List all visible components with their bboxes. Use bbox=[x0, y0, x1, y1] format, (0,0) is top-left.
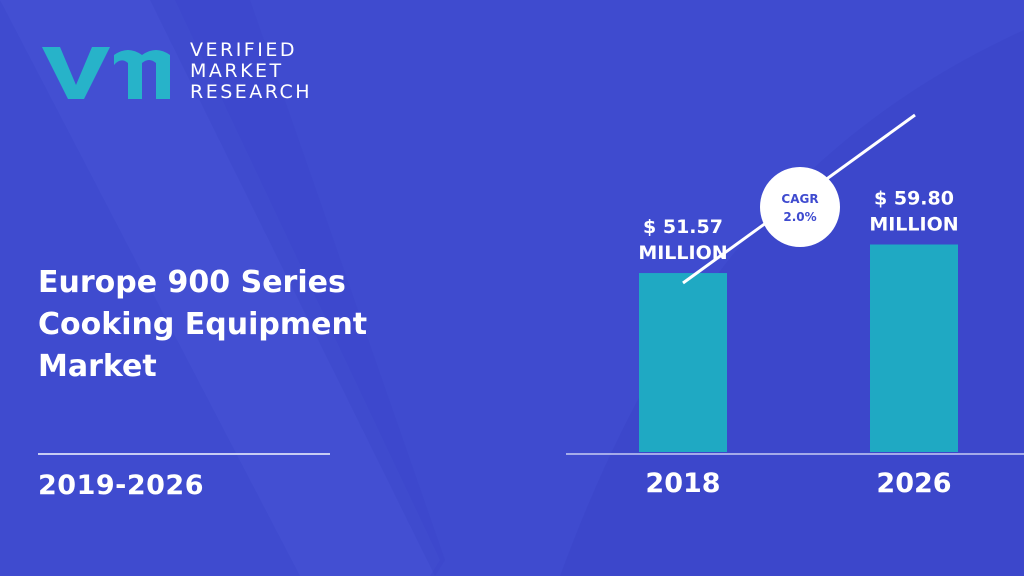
value-unit-label-2026: MILLION bbox=[869, 213, 958, 235]
x-tick-2018: 2018 bbox=[645, 468, 720, 499]
logo-line-1: VERIFIED bbox=[190, 39, 297, 61]
logo-line-3: RESEARCH bbox=[190, 81, 313, 103]
value-unit-label-2018: MILLION bbox=[638, 242, 727, 264]
logo-line-2: MARKET bbox=[190, 60, 284, 82]
title-line-2: Cooking Equipment bbox=[38, 307, 368, 342]
title-divider bbox=[38, 453, 330, 455]
x-tick-2026: 2026 bbox=[876, 468, 951, 499]
forecast-period: 2019-2026 bbox=[38, 470, 204, 501]
vmr-logo-icon bbox=[42, 46, 170, 99]
company-logo: VERIFIED MARKET RESEARCH bbox=[36, 40, 312, 103]
cagr-value: 2.0% bbox=[783, 210, 816, 224]
value-label-2026: $ 59.80 bbox=[874, 187, 954, 209]
cagr-label: CAGR bbox=[781, 192, 818, 206]
bar-2018 bbox=[639, 273, 727, 452]
report-title: Europe 900 Series Cooking Equipment Mark… bbox=[38, 262, 458, 388]
logo-wordmark: VERIFIED MARKET RESEARCH bbox=[190, 40, 312, 103]
value-label-2018: $ 51.57 bbox=[643, 216, 723, 238]
title-line-1: Europe 900 Series bbox=[38, 265, 346, 300]
cagr-badge bbox=[760, 167, 840, 247]
bar-2026 bbox=[870, 244, 958, 452]
title-line-3: Market bbox=[38, 349, 157, 384]
